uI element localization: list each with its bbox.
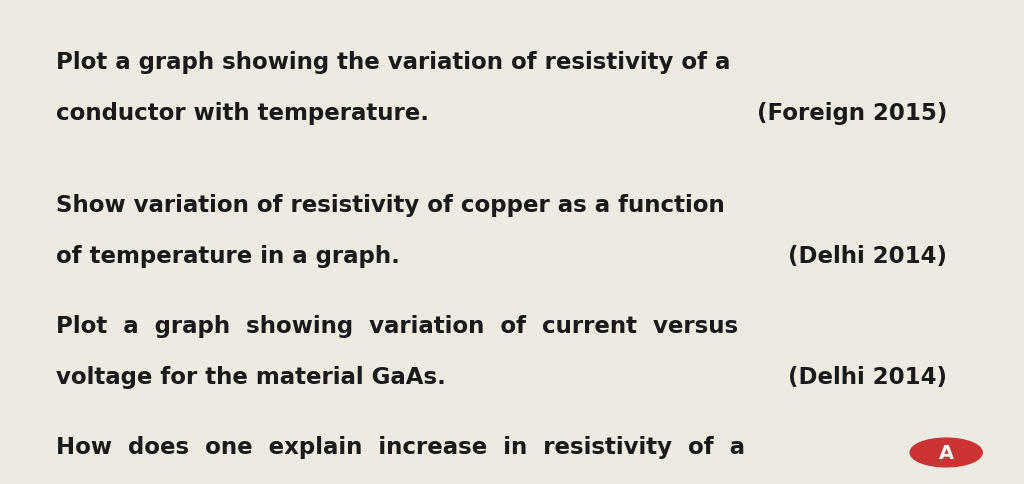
Text: A: A xyxy=(939,443,953,462)
Text: conductor with temperature.: conductor with temperature. xyxy=(56,102,429,124)
Text: Plot  a  graph  showing  variation  of  current  versus: Plot a graph showing variation of curren… xyxy=(56,315,738,337)
Text: Plot a graph showing the variation of resistivity of a: Plot a graph showing the variation of re… xyxy=(56,51,731,74)
Text: of temperature in a graph.: of temperature in a graph. xyxy=(56,244,400,267)
Text: Show variation of resistivity of copper as a function: Show variation of resistivity of copper … xyxy=(56,194,725,216)
Ellipse shape xyxy=(910,438,982,467)
Text: voltage for the material GaAs.: voltage for the material GaAs. xyxy=(56,365,446,388)
Text: How  does  one  explain  increase  in  resistivity  of  a: How does one explain increase in resisti… xyxy=(56,436,745,458)
Text: (Delhi 2014): (Delhi 2014) xyxy=(788,244,947,267)
Text: (Delhi 2014): (Delhi 2014) xyxy=(788,365,947,388)
Text: (Foreign 2015): (Foreign 2015) xyxy=(757,102,947,124)
